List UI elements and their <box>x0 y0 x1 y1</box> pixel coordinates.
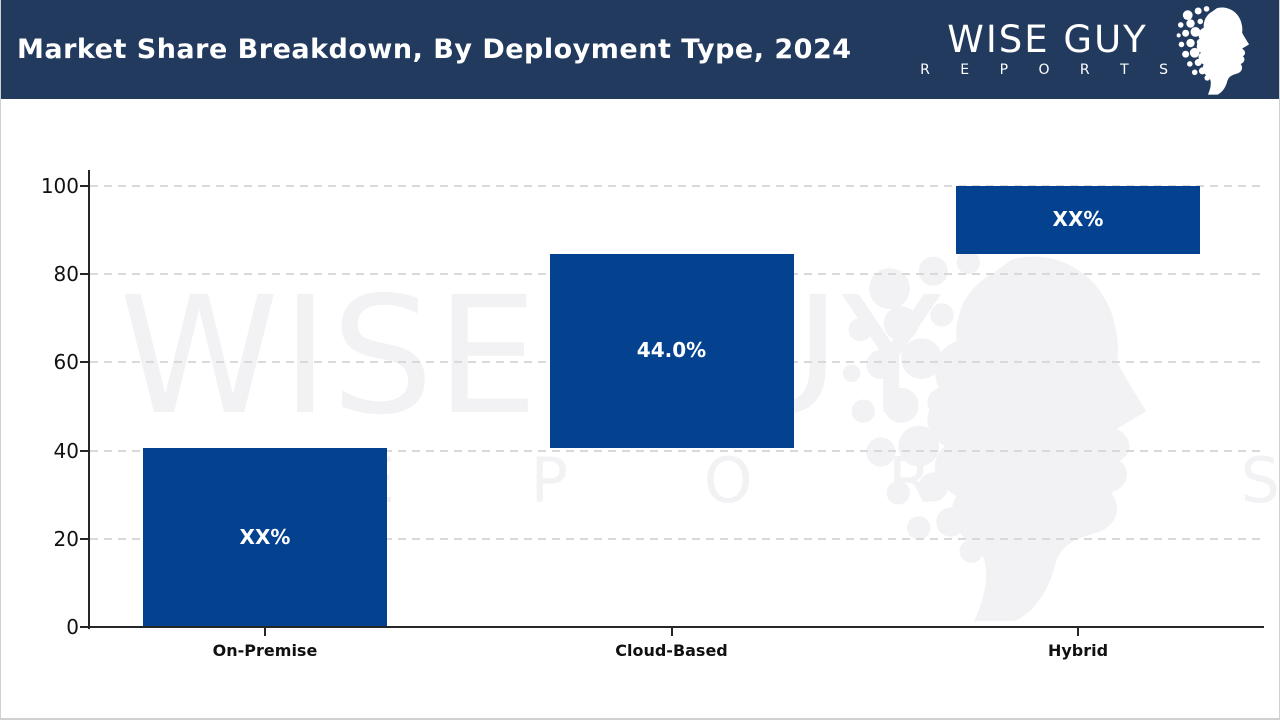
page-title: Market Share Breakdown, By Deployment Ty… <box>17 34 852 65</box>
y-tickmark-80 <box>80 273 89 276</box>
gridline-100 <box>90 185 1264 187</box>
gridline-20 <box>90 537 1264 540</box>
y-tick-label: 100 <box>40 174 79 198</box>
bar-on-premise <box>143 448 387 627</box>
y-tickmark-60 <box>80 361 89 364</box>
x-axis-line <box>88 626 1264 628</box>
bar-value-label: 44.0% <box>636 338 707 363</box>
y-tick-label: 40 <box>53 438 79 463</box>
bar-hybrid <box>956 186 1200 255</box>
logo-subtitle: R E P O R T S <box>920 62 1181 78</box>
watermark-head-profile-icon <box>842 250 1147 622</box>
x-category-label: Cloud-Based <box>615 641 728 660</box>
x-tickmark-2 <box>1077 627 1079 636</box>
logo-text: WISE GUY R E P O R T S <box>914 21 1181 78</box>
y-tick-label: 60 <box>53 350 79 375</box>
y-tickmark-0 <box>80 626 89 628</box>
watermark-wordmark: WISE GUY <box>119 263 943 451</box>
y-tick-label: 80 <box>53 262 79 287</box>
x-category-label: Hybrid <box>1047 641 1109 660</box>
gridline-40 <box>90 449 1264 452</box>
x-category-label: On-Premise <box>212 641 318 660</box>
y-tickmark-40 <box>80 449 89 452</box>
x-tickmark-0 <box>264 627 266 636</box>
wise-guy-logo: WISE GUY R E P O R T S <box>914 4 1259 96</box>
y-tick-label: 0 <box>66 615 79 639</box>
bar-value-label: XX% <box>239 524 291 549</box>
bar-cloud-based <box>549 254 794 449</box>
bar-value-label: XX% <box>1052 207 1104 232</box>
y-tick-label: 20 <box>53 526 79 551</box>
y-axis-line <box>88 170 90 629</box>
header-bar: Market Share Breakdown, By Deployment Ty… <box>1 0 1279 99</box>
logo-wordmark: WISE GUY <box>947 18 1148 61</box>
logo-head-profile-icon <box>1176 5 1250 95</box>
y-tickmark-20 <box>80 537 89 540</box>
x-tickmark-1 <box>670 627 673 636</box>
y-tickmark-100 <box>80 185 89 187</box>
